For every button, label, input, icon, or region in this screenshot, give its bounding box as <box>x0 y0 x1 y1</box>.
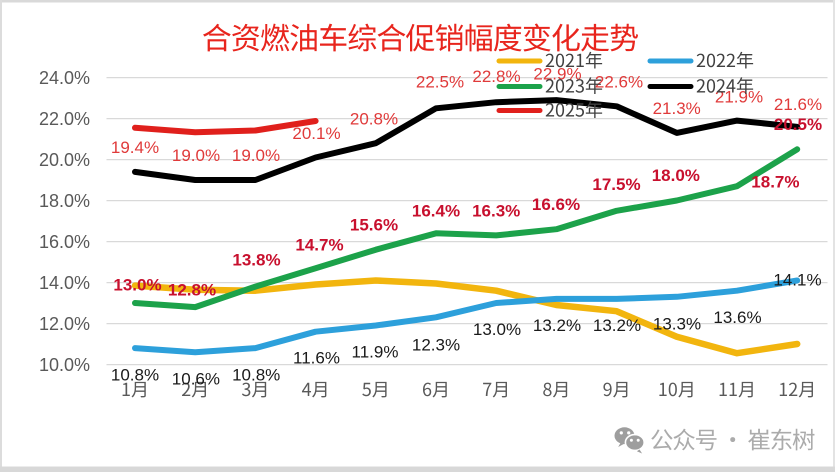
svg-text:16.6%: 16.6% <box>532 195 580 214</box>
svg-text:22.0%: 22.0% <box>39 109 90 129</box>
svg-text:20.5%: 20.5% <box>774 115 822 134</box>
svg-text:21.6%: 21.6% <box>774 95 822 114</box>
svg-text:15.6%: 15.6% <box>350 216 398 235</box>
svg-text:24.0%: 24.0% <box>39 68 90 88</box>
svg-text:20.8%: 20.8% <box>350 109 398 128</box>
svg-text:20.0%: 20.0% <box>39 150 90 170</box>
svg-text:21.9%: 21.9% <box>715 88 763 107</box>
svg-text:18.7%: 18.7% <box>751 173 799 192</box>
svg-text:13.2%: 13.2% <box>533 316 581 335</box>
svg-text:12.8%: 12.8% <box>168 280 216 299</box>
svg-text:17.5%: 17.5% <box>592 175 640 194</box>
svg-text:13.6%: 13.6% <box>713 308 761 327</box>
svg-text:19.4%: 19.4% <box>111 138 159 157</box>
svg-text:14.1%: 14.1% <box>773 271 821 290</box>
svg-text:16.3%: 16.3% <box>472 201 520 220</box>
svg-text:13.2%: 13.2% <box>593 316 641 335</box>
svg-text:10.8%: 10.8% <box>232 366 280 385</box>
svg-text:11.9%: 11.9% <box>352 343 399 362</box>
svg-text:10.8%: 10.8% <box>111 366 159 385</box>
svg-text:22.9%: 22.9% <box>533 65 581 84</box>
svg-text:13.0%: 13.0% <box>113 276 161 295</box>
svg-text:14.7%: 14.7% <box>295 236 343 255</box>
svg-text:10.6%: 10.6% <box>172 370 220 389</box>
svg-text:14.0%: 14.0% <box>39 273 90 293</box>
svg-text:20.1%: 20.1% <box>292 124 340 143</box>
svg-text:22.5%: 22.5% <box>416 73 464 92</box>
svg-text:22.8%: 22.8% <box>472 67 520 86</box>
svg-text:22.6%: 22.6% <box>595 73 643 92</box>
svg-text:10.0%: 10.0% <box>39 355 90 375</box>
svg-text:11.6%: 11.6% <box>293 349 340 368</box>
svg-text:19.0%: 19.0% <box>232 146 280 165</box>
svg-text:18.0%: 18.0% <box>39 191 90 211</box>
svg-text:19.0%: 19.0% <box>172 146 220 165</box>
svg-text:18.0%: 18.0% <box>652 166 700 185</box>
svg-text:16.0%: 16.0% <box>39 232 90 252</box>
svg-text:13.8%: 13.8% <box>232 251 280 270</box>
svg-text:13.3%: 13.3% <box>653 315 701 334</box>
svg-text:12.0%: 12.0% <box>39 314 90 334</box>
svg-text:13.0%: 13.0% <box>473 320 521 339</box>
svg-text:16.4%: 16.4% <box>412 201 460 220</box>
svg-text:21.3%: 21.3% <box>653 99 701 118</box>
svg-text:12.3%: 12.3% <box>412 336 460 355</box>
